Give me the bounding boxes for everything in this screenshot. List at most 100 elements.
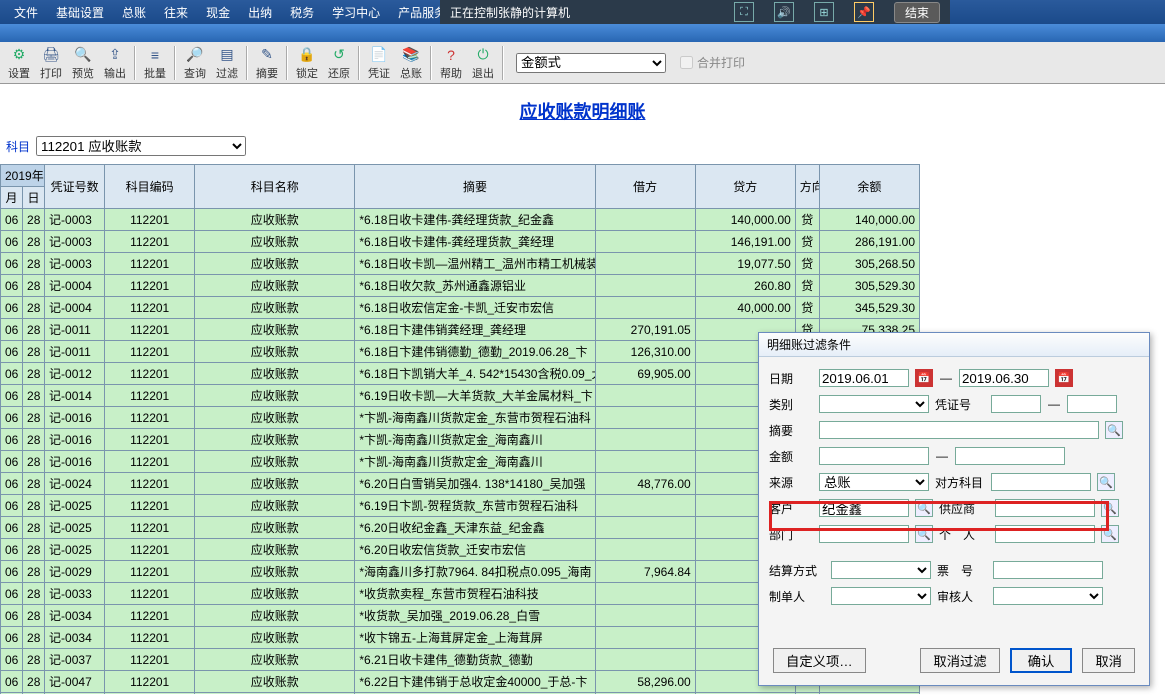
ok-button[interactable]: 确认 xyxy=(1010,648,1073,673)
toolbar-icon: 📄 xyxy=(369,45,389,65)
bill-label: 票 号 xyxy=(937,562,987,579)
toolbar-button[interactable]: 🖨打印 xyxy=(36,43,66,83)
maker-select[interactable] xyxy=(831,587,931,605)
th-balance: 余额 xyxy=(819,165,919,209)
toolbar: ⚙设置🖨打印🔍预览⇪输出≡批量🔎查询▤过滤✎摘要🔒锁定↺还原📄凭证📚总账?帮助⏻… xyxy=(0,42,1165,84)
menu-item[interactable]: 总账 xyxy=(114,1,154,24)
voucher-from-input[interactable] xyxy=(991,395,1041,413)
merge-print-check[interactable]: 合并打印 xyxy=(680,54,745,71)
type-label: 类别 xyxy=(769,396,813,413)
table-row[interactable]: 0628记-0003112201应收账款*6.18日收卡建伟-龚经理货款_龚经理… xyxy=(1,231,920,253)
calendar-icon[interactable]: 📅 xyxy=(1055,369,1073,387)
menu-item[interactable]: 往来 xyxy=(156,1,196,24)
table-row[interactable]: 0628记-0004112201应收账款*6.18日收宏信定金-卡凯_迁安市宏信… xyxy=(1,297,920,319)
toolbar-label: 输出 xyxy=(104,65,126,81)
toolbar-label: 总账 xyxy=(400,65,422,81)
calendar-icon[interactable]: 📅 xyxy=(915,369,933,387)
voucher-no-label: 凭证号 xyxy=(935,396,985,413)
toolbar-label: 查询 xyxy=(184,65,206,81)
toolbar-button[interactable]: ↺还原 xyxy=(324,43,354,83)
type-select[interactable] xyxy=(819,395,929,413)
main-menu: 文件基础设置总账往来现金出纳税务学习中心产品服务工作圈 xyxy=(0,1,508,24)
toolbar-button[interactable]: ⚙设置 xyxy=(4,43,34,83)
menu-item[interactable]: 文件 xyxy=(6,1,46,24)
toolbar-button[interactable]: ✎摘要 xyxy=(252,43,282,83)
menu-item[interactable]: 学习中心 xyxy=(324,1,388,24)
source-select[interactable]: 总账 xyxy=(819,473,929,491)
summary-input[interactable] xyxy=(819,421,1099,439)
toolbar-label: 摘要 xyxy=(256,65,278,81)
cancel-button[interactable]: 取消 xyxy=(1082,648,1135,673)
amount-from-input[interactable] xyxy=(819,447,929,465)
toolbar-button[interactable]: 📚总账 xyxy=(396,43,426,83)
toolbar-icon: 🔒 xyxy=(297,45,317,65)
th-summary: 摘要 xyxy=(355,165,595,209)
vendor-input[interactable] xyxy=(995,499,1095,517)
th-code: 科目编码 xyxy=(105,165,195,209)
toolbar-icon: 🖨 xyxy=(41,45,61,65)
subject-label: 科目 xyxy=(6,138,30,155)
end-remote-button[interactable]: 结束 xyxy=(894,2,940,23)
dept-input[interactable] xyxy=(819,525,909,543)
toolbar-label: 锁定 xyxy=(296,65,318,81)
search-icon[interactable]: 🔍 xyxy=(1097,473,1115,491)
search-icon[interactable]: 🔍 xyxy=(1101,525,1119,543)
toolbar-button[interactable]: 🔒锁定 xyxy=(292,43,322,83)
th-month: 月 xyxy=(1,187,23,209)
toolbar-button[interactable]: ⏻退出 xyxy=(468,43,498,83)
date-label: 日期 xyxy=(769,370,813,387)
subject-select[interactable]: 112201 应收账款 xyxy=(36,136,246,156)
bill-input[interactable] xyxy=(993,561,1103,579)
opposite-input[interactable] xyxy=(991,473,1091,491)
menu-item[interactable]: 现金 xyxy=(198,1,238,24)
toolbar-icon: 🔍 xyxy=(73,45,93,65)
menu-item[interactable]: 基础设置 xyxy=(48,1,112,24)
checker-select[interactable] xyxy=(993,587,1103,605)
toolbar-button[interactable]: 📄凭证 xyxy=(364,43,394,83)
display-mode-select[interactable]: 金额式 xyxy=(516,53,666,73)
toolbar-label: 打印 xyxy=(40,65,62,81)
amount-to-input[interactable] xyxy=(955,447,1065,465)
toolbar-label: 帮助 xyxy=(440,65,462,81)
customer-input[interactable] xyxy=(819,499,909,517)
toolbar-button[interactable]: 🔍预览 xyxy=(68,43,98,83)
toolbar-button[interactable]: ⇪输出 xyxy=(100,43,130,83)
menu-item[interactable]: 税务 xyxy=(282,1,322,24)
separator xyxy=(286,46,288,80)
toolbar-button[interactable]: ?帮助 xyxy=(436,43,466,83)
vendor-label: 供应商 xyxy=(939,500,989,517)
table-row[interactable]: 0628记-0003112201应收账款*6.18日收卡凯—温州精工_温州市精工… xyxy=(1,253,920,275)
toolbar-button[interactable]: 🔎查询 xyxy=(180,43,210,83)
table-row[interactable]: 0628记-0003112201应收账款*6.18日收卡建伟-龚经理货款_纪金鑫… xyxy=(1,209,920,231)
search-icon[interactable]: 🔍 xyxy=(915,525,933,543)
toolbar-icon: ≡ xyxy=(145,45,165,65)
custom-button[interactable]: 自定义项… xyxy=(773,648,866,673)
separator xyxy=(134,46,136,80)
table-row[interactable]: 0628记-0004112201应收账款*6.18日收欠款_苏州通鑫源铝业260… xyxy=(1,275,920,297)
table-row[interactable]: 0628记-0048112201应收账款*6.22日卞凯销张总定金8万_张总-卞… xyxy=(1,693,920,695)
person-input[interactable] xyxy=(995,525,1095,543)
search-icon[interactable]: 🔍 xyxy=(1105,421,1123,439)
pin-icon[interactable]: 📌 xyxy=(854,2,874,22)
dept-label: 部门 xyxy=(769,526,813,543)
fullscreen-icon[interactable]: ⛶ xyxy=(734,2,754,22)
clear-filter-button[interactable]: 取消过滤 xyxy=(920,648,999,673)
settle-select[interactable] xyxy=(831,561,931,579)
toolbar-icon: ▤ xyxy=(217,45,237,65)
voucher-to-input[interactable] xyxy=(1067,395,1117,413)
th-dir: 方向 xyxy=(795,165,819,209)
search-icon[interactable]: 🔍 xyxy=(1101,499,1119,517)
window-icon[interactable]: ⊞ xyxy=(814,2,834,22)
search-icon[interactable]: 🔍 xyxy=(915,499,933,517)
toolbar-label: 过滤 xyxy=(216,65,238,81)
date-from-input[interactable] xyxy=(819,369,909,387)
toolbar-button[interactable]: ≡批量 xyxy=(140,43,170,83)
date-to-input[interactable] xyxy=(959,369,1049,387)
dialog-title: 明细账过滤条件 xyxy=(759,333,1149,357)
volume-icon[interactable]: 🔊 xyxy=(774,2,794,22)
menu-item[interactable]: 出纳 xyxy=(240,1,280,24)
amount-label: 金额 xyxy=(769,448,813,465)
toolbar-icon: ⏻ xyxy=(473,45,493,65)
toolbar-button[interactable]: ▤过滤 xyxy=(212,43,242,83)
page-title: 应收账款明细账 xyxy=(520,102,646,122)
